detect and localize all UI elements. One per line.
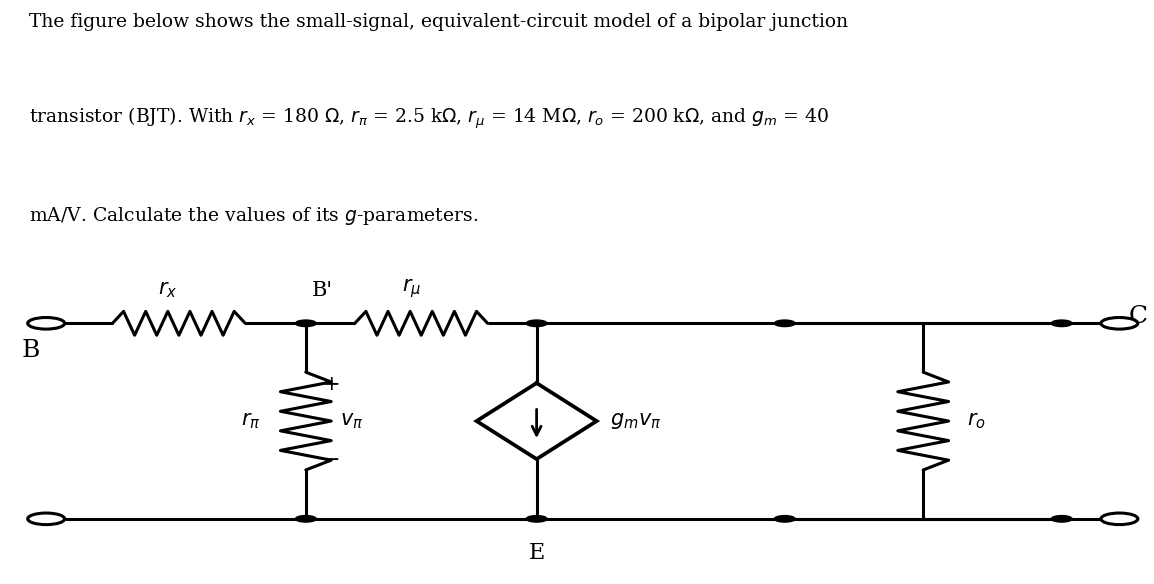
Circle shape: [526, 320, 547, 326]
Circle shape: [1051, 320, 1072, 326]
Circle shape: [295, 320, 316, 326]
Text: C: C: [1129, 305, 1148, 328]
Circle shape: [774, 320, 795, 326]
Circle shape: [1051, 516, 1072, 522]
Text: transistor (BJT). With $r_x$ = 180 $\Omega$, $r_{\pi}$ = 2.5 k$\Omega$, $r_{\mu}: transistor (BJT). With $r_x$ = 180 $\Ome…: [29, 105, 829, 131]
Text: −: −: [322, 451, 340, 470]
Text: B': B': [312, 281, 332, 300]
Text: mA/V. Calculate the values of its $g$-parameters.: mA/V. Calculate the values of its $g$-pa…: [29, 205, 478, 227]
Circle shape: [774, 516, 795, 522]
Text: $r_\mu$: $r_\mu$: [403, 277, 421, 300]
Text: $g_m v_\pi$: $g_m v_\pi$: [610, 411, 662, 431]
Text: +: +: [322, 376, 340, 394]
Text: $r_o$: $r_o$: [967, 411, 986, 431]
Text: B: B: [22, 339, 40, 362]
Text: $r_x$: $r_x$: [158, 280, 177, 300]
Text: The figure below shows the small-signal, equivalent-circuit model of a bipolar j: The figure below shows the small-signal,…: [29, 13, 848, 31]
Circle shape: [526, 516, 547, 522]
Text: $r_\pi$: $r_\pi$: [241, 411, 260, 431]
Text: E: E: [529, 543, 545, 564]
Text: $v_\pi$: $v_\pi$: [340, 411, 364, 431]
Circle shape: [295, 516, 316, 522]
